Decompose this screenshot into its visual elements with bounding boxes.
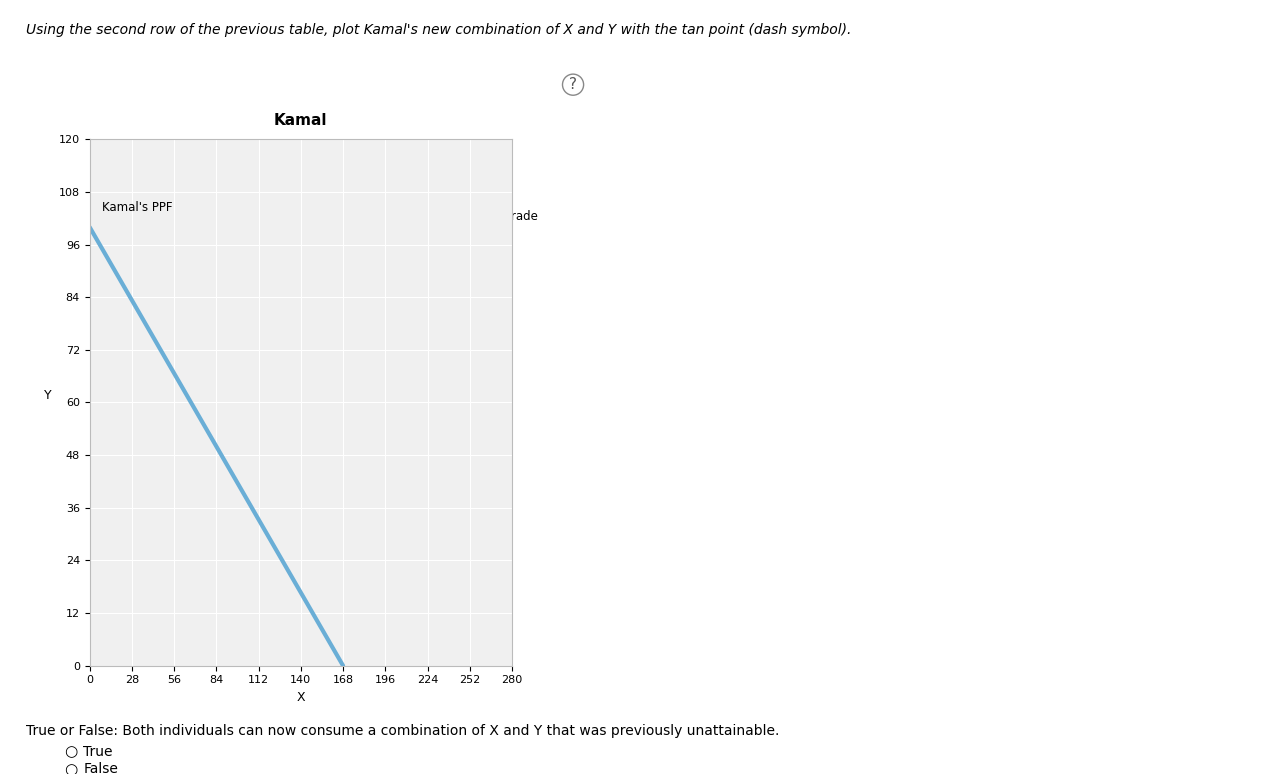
FancyBboxPatch shape bbox=[387, 208, 421, 224]
Text: ○: ○ bbox=[64, 762, 77, 774]
Text: True: True bbox=[83, 745, 113, 759]
Text: Kamal's PPF: Kamal's PPF bbox=[101, 201, 173, 214]
Text: ○: ○ bbox=[64, 745, 77, 759]
Text: True or False: Both individuals can now consume a combination of X and Y that wa: True or False: Both individuals can now … bbox=[26, 724, 780, 738]
Text: False: False bbox=[83, 762, 118, 774]
Text: Kamal after Trade: Kamal after Trade bbox=[433, 211, 538, 223]
X-axis label: X: X bbox=[297, 691, 305, 704]
Text: Using the second row of the previous table, plot Kamal's new combination of X an: Using the second row of the previous tab… bbox=[26, 23, 851, 37]
Title: Kamal: Kamal bbox=[274, 114, 328, 128]
Text: ?: ? bbox=[570, 77, 577, 92]
Y-axis label: Y: Y bbox=[44, 389, 51, 402]
